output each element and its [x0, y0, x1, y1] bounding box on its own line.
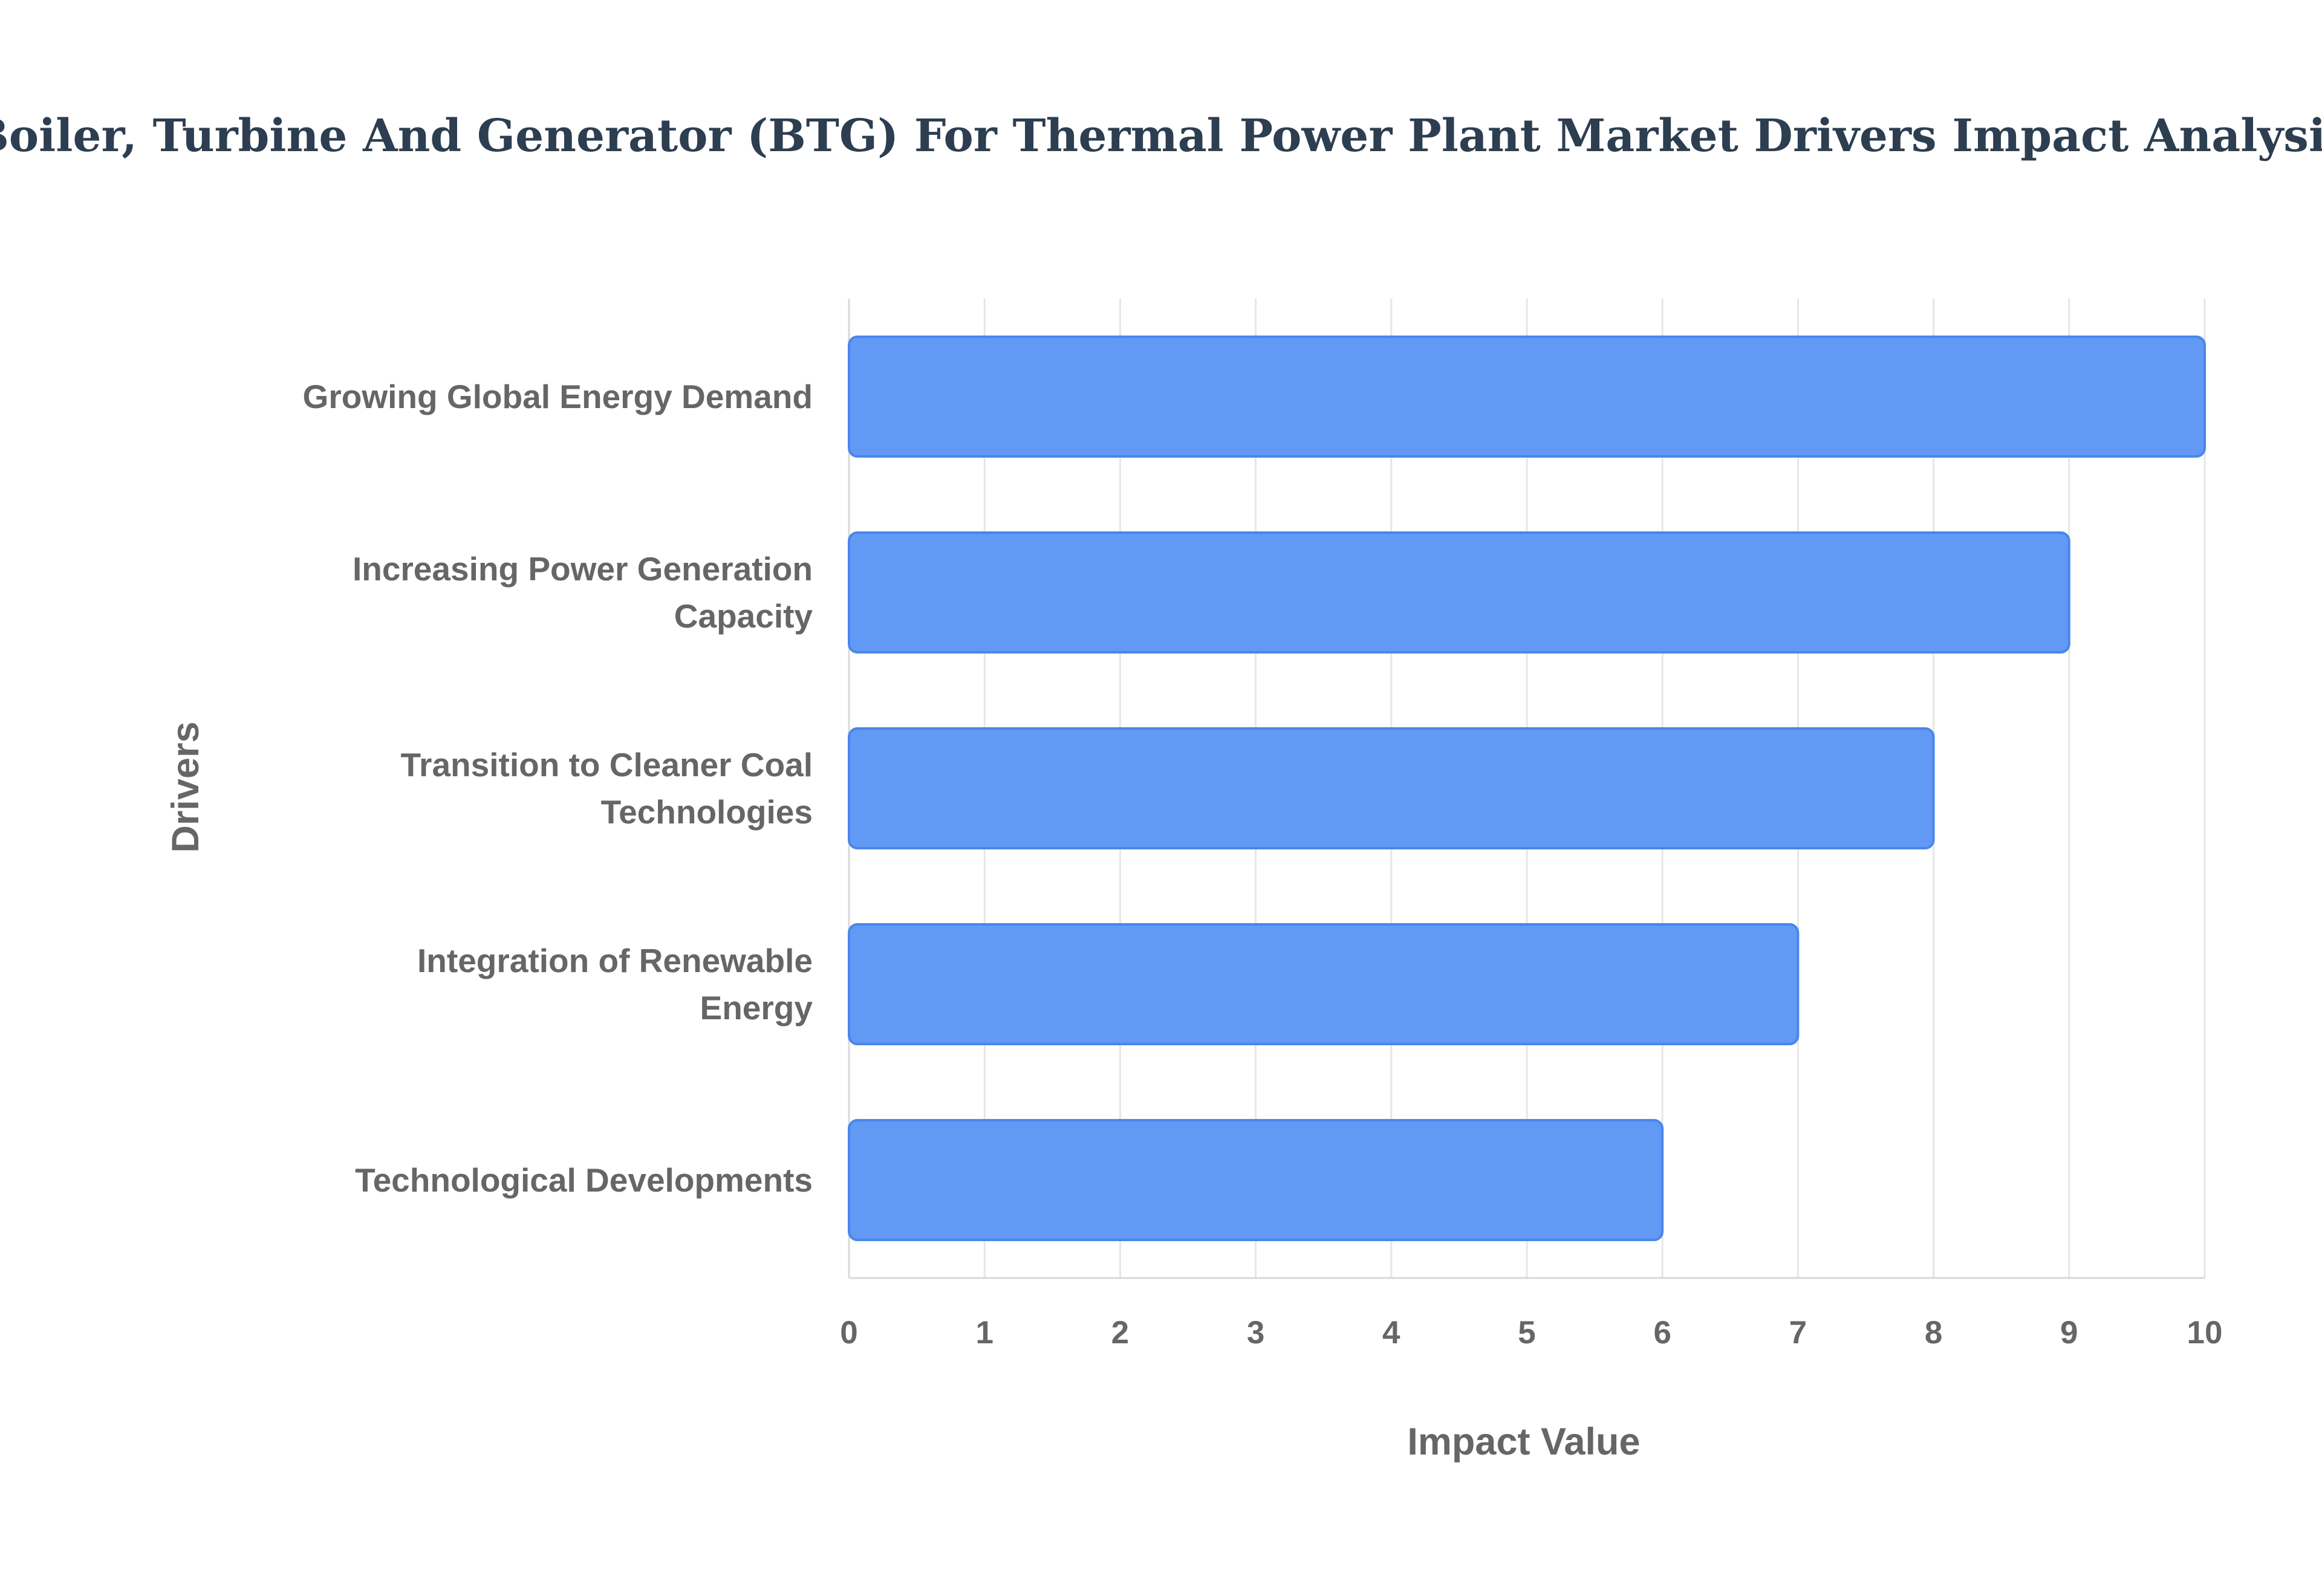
x-tick-label: 3 — [1247, 1315, 1264, 1351]
bar-4 — [848, 923, 1800, 1045]
category-label: Integration of Renewable Energy — [417, 942, 813, 1027]
category-label-line: Integration of Renewable — [417, 942, 813, 979]
bar-3 — [848, 727, 1935, 849]
x-tick-label: 1 — [975, 1315, 993, 1351]
category-label: Increasing Power Generation Capacity — [353, 550, 813, 635]
x-tick-label: 4 — [1382, 1315, 1400, 1351]
x-axis-tick-labels: 0 1 2 3 4 5 6 7 8 9 10 — [840, 1315, 2222, 1351]
y-axis-title: Drivers — [164, 721, 207, 852]
x-tick-label: 0 — [840, 1315, 857, 1351]
x-tick-label: 6 — [1653, 1315, 1671, 1351]
bar-2 — [848, 531, 2070, 654]
category-label-line: Energy — [700, 989, 813, 1027]
y-axis-labels: Growing Global Energy Demand Increasing P… — [303, 378, 813, 1199]
category-label-line: Transition to Cleaner Coal — [400, 746, 813, 783]
category-label: Growing Global Energy Demand — [303, 378, 813, 415]
x-tick-label: 7 — [1789, 1315, 1807, 1351]
x-tick-label: 5 — [1518, 1315, 1535, 1351]
x-axis-title: Impact Value — [1407, 1421, 1640, 1463]
category-label-line: Capacity — [674, 597, 813, 635]
x-tick-label: 10 — [2187, 1315, 2223, 1351]
x-tick-label: 2 — [1111, 1315, 1129, 1351]
category-label-line: Growing Global Energy Demand — [303, 378, 813, 415]
bar-5 — [848, 1119, 1664, 1241]
category-label-line: Technological Developments — [355, 1161, 813, 1199]
x-tick-label: 9 — [2060, 1315, 2078, 1351]
x-tick-label: 8 — [1925, 1315, 1942, 1351]
chart-title: Boiler, Turbine And Generator (BTG) For … — [0, 110, 2322, 162]
bar-1 — [848, 336, 2206, 458]
category-label-line: Increasing Power Generation — [353, 550, 813, 588]
category-label: Transition to Cleaner Coal Technologies — [400, 746, 813, 831]
bars — [848, 336, 2206, 1241]
category-label: Technological Developments — [355, 1161, 813, 1199]
category-label-line: Technologies — [601, 793, 813, 831]
